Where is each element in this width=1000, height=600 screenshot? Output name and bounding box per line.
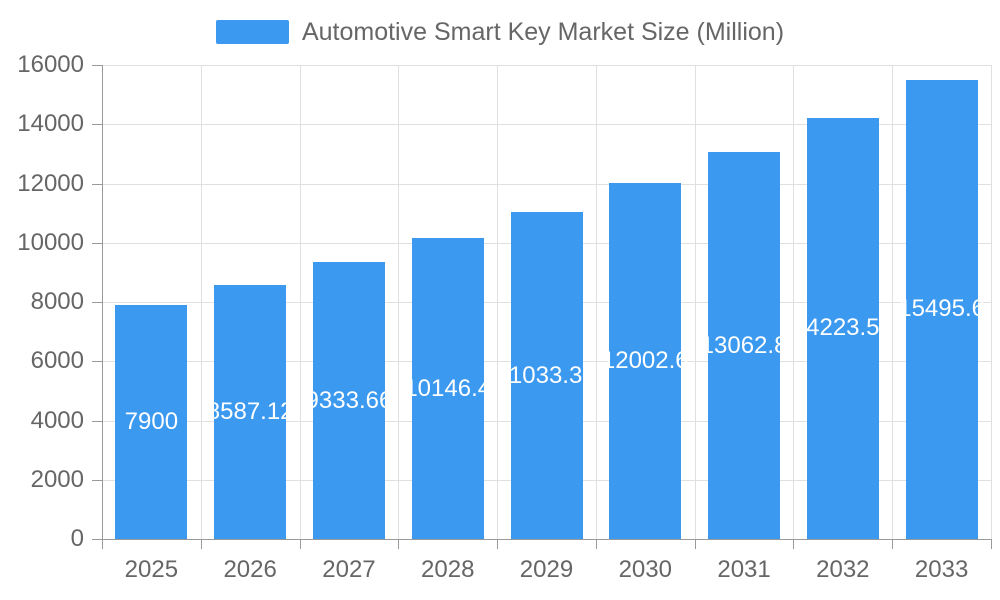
y-tick-label-12000: 12000 <box>17 169 84 197</box>
x-axis-tick-6 <box>694 539 696 549</box>
x-axis-tick-0 <box>102 539 103 549</box>
y-tick-label-6000: 6000 <box>30 347 84 375</box>
x-tick-label-2033: 2033 <box>914 556 969 583</box>
y-tick-label-8000: 8000 <box>30 288 84 315</box>
x-tick-label-2028: 2028 <box>421 556 475 583</box>
bar-2028[interactable] <box>411 238 484 539</box>
bar-2033[interactable] <box>905 79 978 539</box>
legend-swatch <box>215 20 289 44</box>
x-tick-label-2025: 2025 <box>124 556 179 583</box>
x-axis-tick-9 <box>991 539 992 549</box>
x-tick-label-2031: 2031 <box>717 556 771 583</box>
y-axis-tick-14000 <box>92 124 102 126</box>
bar-2031[interactable] <box>708 152 781 539</box>
y-axis-tick-6000 <box>92 361 102 363</box>
x-axis-line <box>102 539 992 540</box>
y-axis-tick-2000 <box>92 479 102 481</box>
gridline-horizontal-14000 <box>102 124 991 126</box>
y-tick-label-2000: 2000 <box>30 465 84 493</box>
bar-2025[interactable] <box>115 304 188 539</box>
x-axis-tick-1 <box>200 539 202 549</box>
gridline-vertical-7 <box>793 65 795 539</box>
y-axis-tick-4000 <box>92 420 102 422</box>
gridline-vertical-8 <box>892 65 894 539</box>
bar-2027[interactable] <box>312 262 385 539</box>
gridline-vertical-2 <box>299 65 301 539</box>
gridline-horizontal-16000 <box>102 65 991 66</box>
y-tick-label-16000: 16000 <box>17 51 84 78</box>
x-axis-tick-4 <box>497 539 499 549</box>
x-tick-label-2026: 2026 <box>223 556 277 583</box>
x-axis-tick-5 <box>595 539 597 549</box>
gridline-vertical-6 <box>694 65 696 539</box>
legend-item[interactable]: Automotive Smart Key Market Size (Millio… <box>0 18 1000 46</box>
gridline-vertical-3 <box>398 65 400 539</box>
x-tick-label-2029: 2029 <box>519 556 574 583</box>
gridline-vertical-5 <box>595 65 597 539</box>
y-axis-tick-16000 <box>92 65 102 66</box>
gridline-horizontal-12000 <box>102 183 991 185</box>
x-tick-label-2030: 2030 <box>618 556 672 583</box>
y-tick-label-14000: 14000 <box>17 110 84 138</box>
bar-2032[interactable] <box>806 117 879 539</box>
gridline-vertical-1 <box>200 65 202 539</box>
y-axis-tick-12000 <box>92 183 102 185</box>
x-axis-tick-3 <box>398 539 400 549</box>
y-axis-line <box>102 65 103 539</box>
y-tick-label-4000: 4000 <box>30 406 84 434</box>
y-axis-tick-10000 <box>92 242 102 244</box>
x-axis-tick-8 <box>892 539 894 549</box>
x-axis-tick-2 <box>299 539 301 549</box>
bar-2026[interactable] <box>214 284 287 539</box>
gridline-vertical-9 <box>991 65 992 539</box>
y-axis-tick-0 <box>92 539 102 540</box>
bar-2030[interactable] <box>609 183 682 539</box>
bar-2029[interactable] <box>510 212 583 539</box>
y-tick-label-0: 0 <box>70 525 84 552</box>
x-tick-label-2027: 2027 <box>322 556 376 583</box>
y-tick-label-10000: 10000 <box>17 228 84 256</box>
gridline-vertical-4 <box>497 65 499 539</box>
y-axis-tick-8000 <box>92 302 102 303</box>
legend-label: Automotive Smart Key Market Size (Millio… <box>301 18 785 46</box>
x-axis-tick-7 <box>793 539 795 549</box>
x-tick-label-2032: 2032 <box>816 556 870 583</box>
